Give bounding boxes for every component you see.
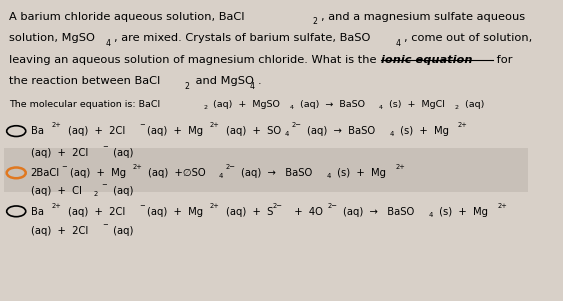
Text: .: .: [258, 76, 262, 86]
Text: 2: 2: [312, 17, 317, 26]
Text: (aq)  →   BaSO: (aq) → BaSO: [240, 168, 312, 178]
Text: 2−: 2−: [226, 164, 236, 170]
Text: 4: 4: [390, 132, 394, 138]
Text: (aq): (aq): [462, 101, 485, 109]
Text: 2+: 2+: [210, 203, 220, 209]
Text: +  4O: + 4O: [288, 207, 323, 217]
Text: (aq)  +  Mg: (aq) + Mg: [148, 207, 204, 217]
Text: (aq)  →   BaSO: (aq) → BaSO: [343, 207, 414, 217]
Text: (aq): (aq): [110, 226, 134, 236]
Text: 4: 4: [378, 105, 382, 110]
Text: 2+: 2+: [210, 122, 220, 128]
Text: The molecular equation is: BaCl: The molecular equation is: BaCl: [10, 101, 160, 109]
Text: −: −: [61, 164, 67, 170]
Text: −: −: [139, 203, 145, 209]
Text: (aq)  +  MgSO: (aq) + MgSO: [211, 101, 280, 109]
Text: 2+: 2+: [497, 203, 507, 209]
Text: 2+: 2+: [52, 122, 61, 128]
Text: A barium chloride aqueous solution, BaCl: A barium chloride aqueous solution, BaCl: [10, 12, 245, 22]
Text: 2+: 2+: [395, 164, 405, 170]
Text: −: −: [139, 122, 145, 128]
Text: 4: 4: [429, 212, 434, 218]
Text: 4: 4: [249, 82, 254, 91]
Text: 2: 2: [455, 105, 459, 110]
Text: (s)  +  Mg: (s) + Mg: [436, 207, 489, 217]
Text: 2+: 2+: [458, 122, 467, 128]
Text: 4: 4: [106, 39, 111, 48]
Text: (aq)  +  Mg: (aq) + Mg: [70, 168, 126, 178]
Text: 4: 4: [396, 39, 401, 48]
Text: 2+: 2+: [52, 203, 61, 209]
Text: 2: 2: [94, 191, 99, 197]
Text: ionic equation: ionic equation: [382, 55, 473, 65]
Text: 4: 4: [290, 105, 294, 110]
Text: 2−: 2−: [328, 203, 338, 209]
Text: , and a magnesium sulfate aqueous: , and a magnesium sulfate aqueous: [320, 12, 525, 22]
Text: 2−: 2−: [292, 122, 302, 128]
Text: (aq)  +  2Cl: (aq) + 2Cl: [68, 207, 125, 217]
Text: Ba: Ba: [30, 126, 43, 136]
Text: (aq): (aq): [110, 147, 134, 157]
Text: (aq)  +  Cl: (aq) + Cl: [30, 186, 82, 196]
Text: (aq)  +  SO: (aq) + SO: [226, 126, 281, 136]
Text: the reaction between BaCl: the reaction between BaCl: [10, 76, 160, 86]
Text: 2+: 2+: [132, 164, 142, 170]
Text: (aq)  +  S: (aq) + S: [226, 207, 273, 217]
Text: 2: 2: [203, 105, 207, 110]
Text: and MgSO: and MgSO: [193, 76, 254, 86]
Text: (s)  +  Mg: (s) + Mg: [397, 126, 449, 136]
Text: −: −: [102, 222, 108, 228]
Text: , come out of solution,: , come out of solution,: [404, 33, 533, 43]
Text: solution, MgSO: solution, MgSO: [10, 33, 95, 43]
Text: (s)  +  MgCl: (s) + MgCl: [386, 101, 445, 109]
FancyBboxPatch shape: [4, 148, 528, 192]
Text: (aq): (aq): [110, 186, 133, 196]
Text: for: for: [493, 55, 513, 65]
Text: (aq)  +  2Cl: (aq) + 2Cl: [68, 126, 125, 136]
Text: −: −: [101, 182, 107, 188]
Text: −: −: [102, 144, 108, 150]
Text: 2BaCl: 2BaCl: [30, 168, 60, 178]
Text: Ba: Ba: [30, 207, 43, 217]
Text: (s)  +  Mg: (s) + Mg: [334, 168, 386, 178]
Text: , are mixed. Crystals of barium sulfate, BaSO: , are mixed. Crystals of barium sulfate,…: [114, 33, 370, 43]
Text: (aq)  +  2Cl: (aq) + 2Cl: [30, 226, 88, 236]
Text: 4: 4: [218, 173, 223, 179]
Text: 2−: 2−: [273, 203, 283, 209]
Text: 4: 4: [327, 173, 331, 179]
Text: 2: 2: [184, 82, 189, 91]
Text: (aq)  →  BaSO: (aq) → BaSO: [297, 101, 365, 109]
Text: (aq)  →  BaSO: (aq) → BaSO: [307, 126, 375, 136]
Text: (aq)  +∅SO: (aq) +∅SO: [148, 168, 205, 178]
Text: (aq)  +  Mg: (aq) + Mg: [148, 126, 204, 136]
Text: 4: 4: [284, 132, 289, 138]
Text: (aq)  +  2Cl: (aq) + 2Cl: [30, 147, 88, 157]
Text: leaving an aqueous solution of magnesium chloride. What is the: leaving an aqueous solution of magnesium…: [10, 55, 381, 65]
